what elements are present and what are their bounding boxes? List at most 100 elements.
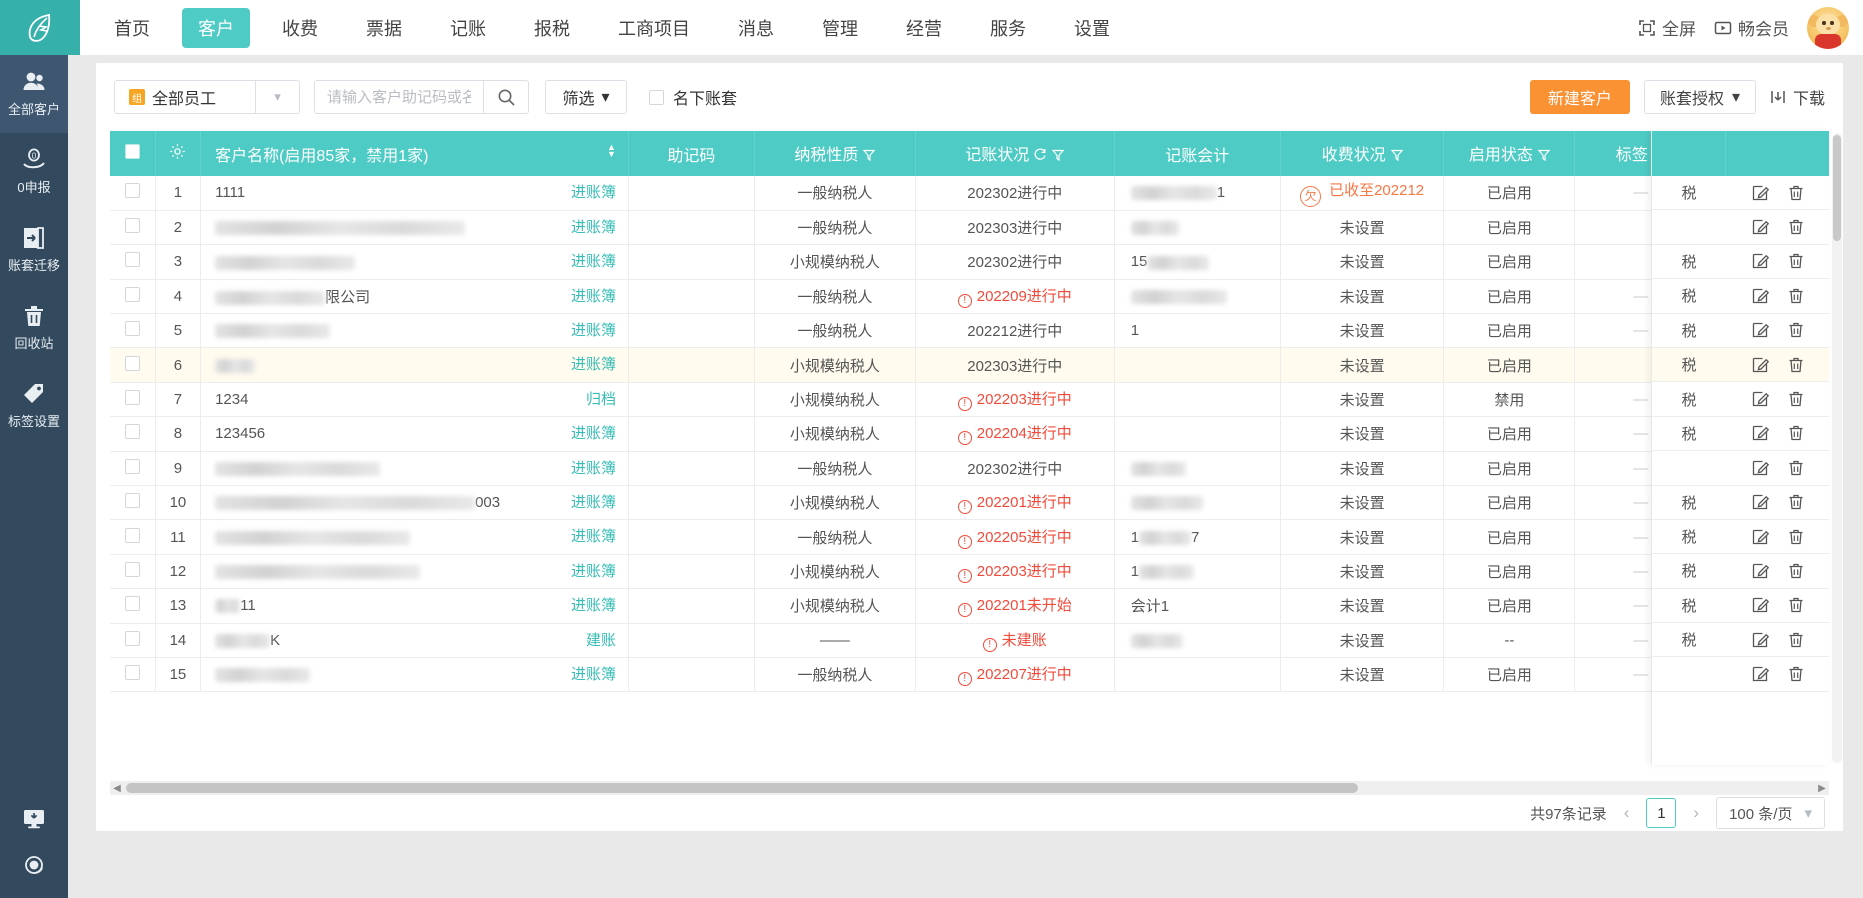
- column-header-enable[interactable]: 启用状态: [1443, 131, 1576, 176]
- operation-cell[interactable]: [1788, 313, 1829, 349]
- column-header-declare[interactable]: 申报: [1705, 131, 1790, 176]
- search-button[interactable]: [483, 81, 528, 113]
- customer-name-cell[interactable]: 003 进账簿: [200, 485, 629, 521]
- filter-icon[interactable]: [863, 148, 876, 166]
- operation-cell[interactable]: [1788, 588, 1829, 624]
- row-checkbox[interactable]: [124, 252, 140, 268]
- edit-icon[interactable]: [1817, 322, 1829, 340]
- row-checkbox-cell[interactable]: [110, 588, 156, 624]
- row-checkbox[interactable]: [124, 458, 140, 474]
- customer-name-cell[interactable]: K 建账: [200, 623, 629, 658]
- sidebar-item-4[interactable]: 标签设置: [0, 367, 68, 445]
- row-checkbox-cell[interactable]: [110, 554, 156, 590]
- own-books-checkbox[interactable]: 名下账套: [649, 85, 737, 109]
- customer-name-cell[interactable]: 进账簿: [200, 347, 629, 383]
- row-checkbox[interactable]: [124, 596, 140, 612]
- row-action-link[interactable]: 进账簿: [570, 253, 616, 271]
- operation-cell[interactable]: [1788, 623, 1829, 658]
- new-customer-button[interactable]: 新建客户: [1529, 80, 1630, 114]
- row-checkbox[interactable]: [124, 527, 140, 543]
- customer-name-cell[interactable]: 进账簿: [200, 554, 629, 590]
- filter-icon[interactable]: [1537, 148, 1551, 166]
- operation-cell[interactable]: [1788, 416, 1829, 452]
- nav-item-1[interactable]: 客户: [182, 7, 250, 48]
- row-action-link[interactable]: 进账簿: [570, 356, 616, 374]
- row-action-link[interactable]: 进账簿: [570, 665, 616, 683]
- edit-icon[interactable]: [1817, 184, 1829, 202]
- horizontal-scroll-thumb[interactable]: [126, 783, 1358, 793]
- edit-icon[interactable]: [1817, 391, 1829, 409]
- table-row[interactable]: 9 进账簿 一般纳税人 202302进行中 未设置 已启用 —: [110, 451, 1829, 487]
- customer-name-cell[interactable]: 进账簿: [200, 313, 629, 349]
- employee-select[interactable]: 组 全部员工 ▾: [114, 80, 300, 114]
- nav-item-11[interactable]: 设置: [1074, 18, 1110, 39]
- customer-name-cell[interactable]: 进账簿: [200, 210, 629, 246]
- column-header-code[interactable]: 助记码: [628, 131, 755, 176]
- edit-icon[interactable]: [1817, 494, 1829, 512]
- customer-name-cell[interactable]: 进账簿: [200, 244, 629, 280]
- row-checkbox[interactable]: [124, 183, 140, 199]
- sidebar-item-2[interactable]: 账套迁移: [0, 211, 68, 289]
- customer-name-cell[interactable]: 进账簿: [200, 657, 629, 693]
- column-header-acct[interactable]: 记账会计: [1114, 131, 1281, 176]
- row-checkbox[interactable]: [124, 321, 140, 337]
- nav-item-2[interactable]: 收费: [282, 18, 318, 39]
- sidebar-item-0[interactable]: 全部客户: [0, 55, 68, 133]
- table-row[interactable]: 2 进账簿 一般纳税人 202303进行中 未设置 已启用: [110, 210, 1829, 246]
- book-auth-button[interactable]: 账套授权 ▾: [1643, 80, 1756, 114]
- table-row[interactable]: 15 进账簿 一般纳税人! 202207进行中 未设置 已启用 —: [110, 657, 1829, 693]
- sidebar-item-3[interactable]: 回收站: [0, 289, 68, 367]
- operation-cell[interactable]: [1788, 279, 1829, 315]
- column-header-tax[interactable]: 纳税性质: [754, 131, 916, 176]
- column-header-fee[interactable]: 收费状况: [1280, 131, 1445, 176]
- member-button[interactable]: 畅会员: [1714, 15, 1789, 40]
- operation-cell[interactable]: [1788, 485, 1829, 521]
- filter-icon[interactable]: [1390, 148, 1403, 166]
- next-page-button[interactable]: ›: [1693, 803, 1700, 822]
- row-checkbox[interactable]: [124, 665, 140, 681]
- row-action-link[interactable]: 进账簿: [570, 562, 616, 580]
- table-row[interactable]: 7 1234 归档 小规模纳税人! 202203进行中 未设置 禁用 — 税: [110, 382, 1829, 418]
- customer-name-cell[interactable]: 1234 归档: [200, 382, 629, 418]
- table-row[interactable]: 12 进账簿 小规模纳税人! 202203进行中 1 未设置 已启用 — 税: [110, 554, 1829, 590]
- row-checkbox-cell[interactable]: [110, 519, 156, 555]
- row-action-link[interactable]: 建账: [585, 631, 616, 649]
- select-all-checkbox[interactable]: [124, 143, 140, 159]
- app-logo[interactable]: [0, 0, 80, 55]
- edit-icon[interactable]: [1817, 253, 1829, 271]
- operation-cell[interactable]: [1788, 554, 1829, 590]
- row-checkbox-cell[interactable]: [110, 244, 156, 280]
- row-checkbox[interactable]: [124, 355, 140, 371]
- filter-icon[interactable]: [1052, 148, 1065, 166]
- edit-icon[interactable]: [1817, 287, 1829, 305]
- operation-cell[interactable]: [1788, 176, 1829, 211]
- edit-icon[interactable]: [1817, 528, 1829, 546]
- row-action-link[interactable]: 进账簿: [570, 287, 616, 305]
- column-header-name[interactable]: 客户名称(启用85家，禁用1家) ▲ ▼: [200, 131, 629, 176]
- row-action-link[interactable]: 进账簿: [570, 597, 616, 615]
- nav-item-8[interactable]: 管理: [822, 18, 858, 39]
- filter-icon[interactable]: [1652, 148, 1665, 166]
- refresh-icon[interactable]: [1034, 148, 1047, 166]
- edit-icon[interactable]: [1817, 563, 1829, 581]
- nav-item-10[interactable]: 服务: [990, 18, 1026, 39]
- row-checkbox-cell[interactable]: [110, 451, 156, 487]
- avatar[interactable]: [1807, 6, 1849, 49]
- table-row[interactable]: 8 123456 进账簿 小规模纳税人! 202204进行中 未设置 已启用 — 税: [110, 416, 1829, 452]
- search-input[interactable]: [315, 81, 483, 113]
- nav-item-7[interactable]: 消息: [738, 18, 774, 39]
- fullscreen-button[interactable]: 全屏: [1638, 15, 1696, 40]
- row-action-link[interactable]: 归档: [585, 390, 616, 408]
- operation-cell[interactable]: [1788, 347, 1829, 383]
- row-checkbox[interactable]: [124, 218, 140, 234]
- customer-name-cell[interactable]: 进账簿: [200, 519, 629, 555]
- table-row[interactable]: 14 K 建账 ——! 未建账 未设置 -- — 税: [110, 623, 1829, 658]
- vertical-scrollbar[interactable]: [1832, 133, 1842, 763]
- horizontal-scrollbar[interactable]: ◀ ▶: [110, 781, 1829, 795]
- column-header-tag[interactable]: 标签: [1574, 131, 1707, 176]
- support-headset-icon[interactable]: [0, 842, 68, 890]
- table-row[interactable]: 13 11 进账簿 小规模纳税人! 202201未开始 会计1 未设置 已启用 — 税: [110, 588, 1829, 624]
- row-checkbox[interactable]: [124, 390, 140, 406]
- sort-icon[interactable]: ▲ ▼: [607, 142, 616, 159]
- edit-icon[interactable]: [1817, 459, 1829, 477]
